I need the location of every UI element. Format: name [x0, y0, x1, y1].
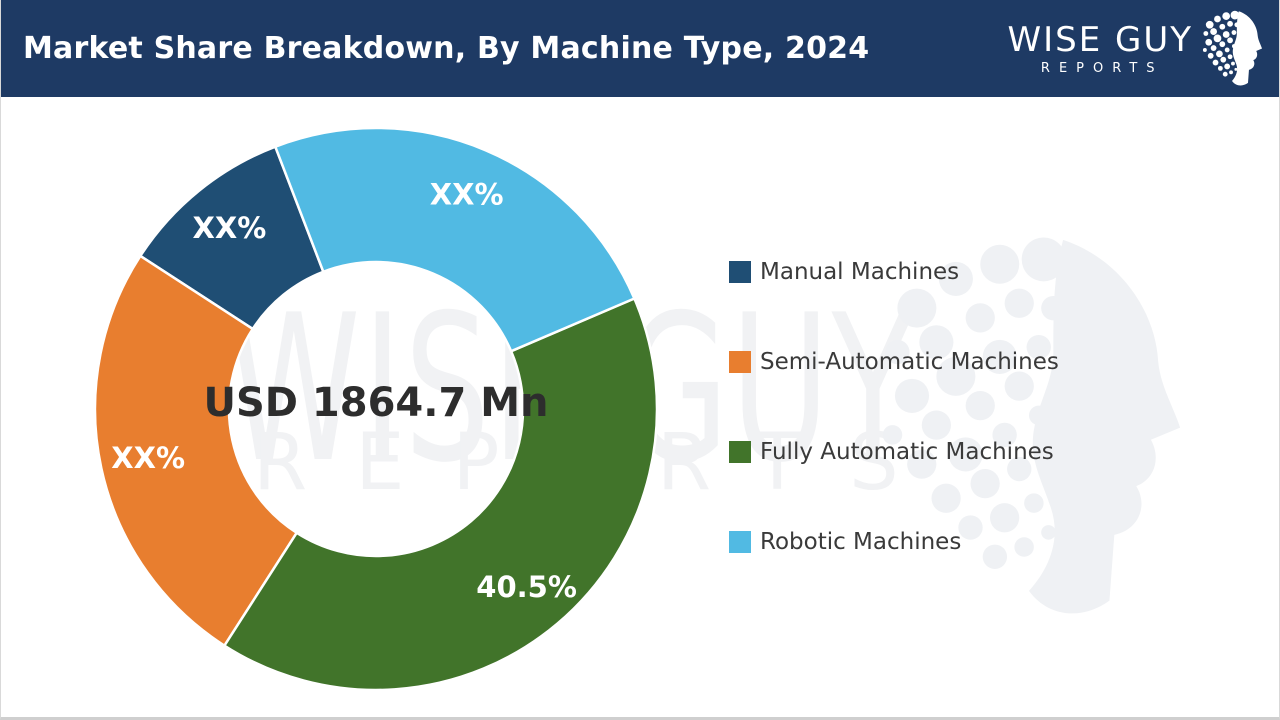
page-title: Market Share Breakdown, By Machine Type,…	[23, 31, 870, 66]
brand-face-icon	[1201, 10, 1263, 88]
legend-item: Fully Automatic Machines	[729, 436, 1059, 467]
segment-percentage-label: 40.5%	[476, 570, 577, 604]
brand-logo: WISE GUY REPORTS	[1007, 10, 1263, 88]
legend-swatch-icon	[729, 530, 751, 553]
header-bar: Market Share Breakdown, By Machine Type,…	[1, 0, 1279, 97]
brand-subname: REPORTS	[1040, 60, 1164, 76]
legend-item: Semi-Automatic Machines	[729, 346, 1059, 377]
brand-name: WISE GUY	[1007, 19, 1193, 60]
legend-item: Manual Machines	[729, 256, 1059, 287]
chart-center-value: USD 1864.7 Mn	[203, 380, 549, 426]
legend-label: Robotic Machines	[760, 528, 962, 555]
chart-legend: Manual Machines Semi-Automatic Machines Fu…	[729, 256, 1059, 557]
brand-logo-text: WISE GUY REPORTS	[1007, 23, 1193, 75]
donut-segment-semi-automatic-machines	[93, 254, 298, 647]
legend-swatch-icon	[729, 440, 751, 463]
legend-swatch-icon	[729, 260, 751, 283]
donut-segment-fully-automatic-machines	[223, 297, 659, 692]
legend-label: Fully Automatic Machines	[760, 438, 1054, 465]
legend-item: Robotic Machines	[729, 526, 1059, 557]
donut-chart: XX% XX% 40.5% XX%	[93, 126, 659, 692]
donut-segment-robotic-machines	[274, 126, 636, 353]
segment-percentage-label: XX%	[111, 441, 185, 475]
segment-percentage-label: XX%	[193, 211, 267, 245]
legend-label: Manual Machines	[760, 258, 960, 285]
legend-swatch-icon	[729, 350, 751, 373]
legend-label: Semi-Automatic Machines	[760, 348, 1059, 375]
segment-percentage-label: XX%	[430, 177, 504, 211]
